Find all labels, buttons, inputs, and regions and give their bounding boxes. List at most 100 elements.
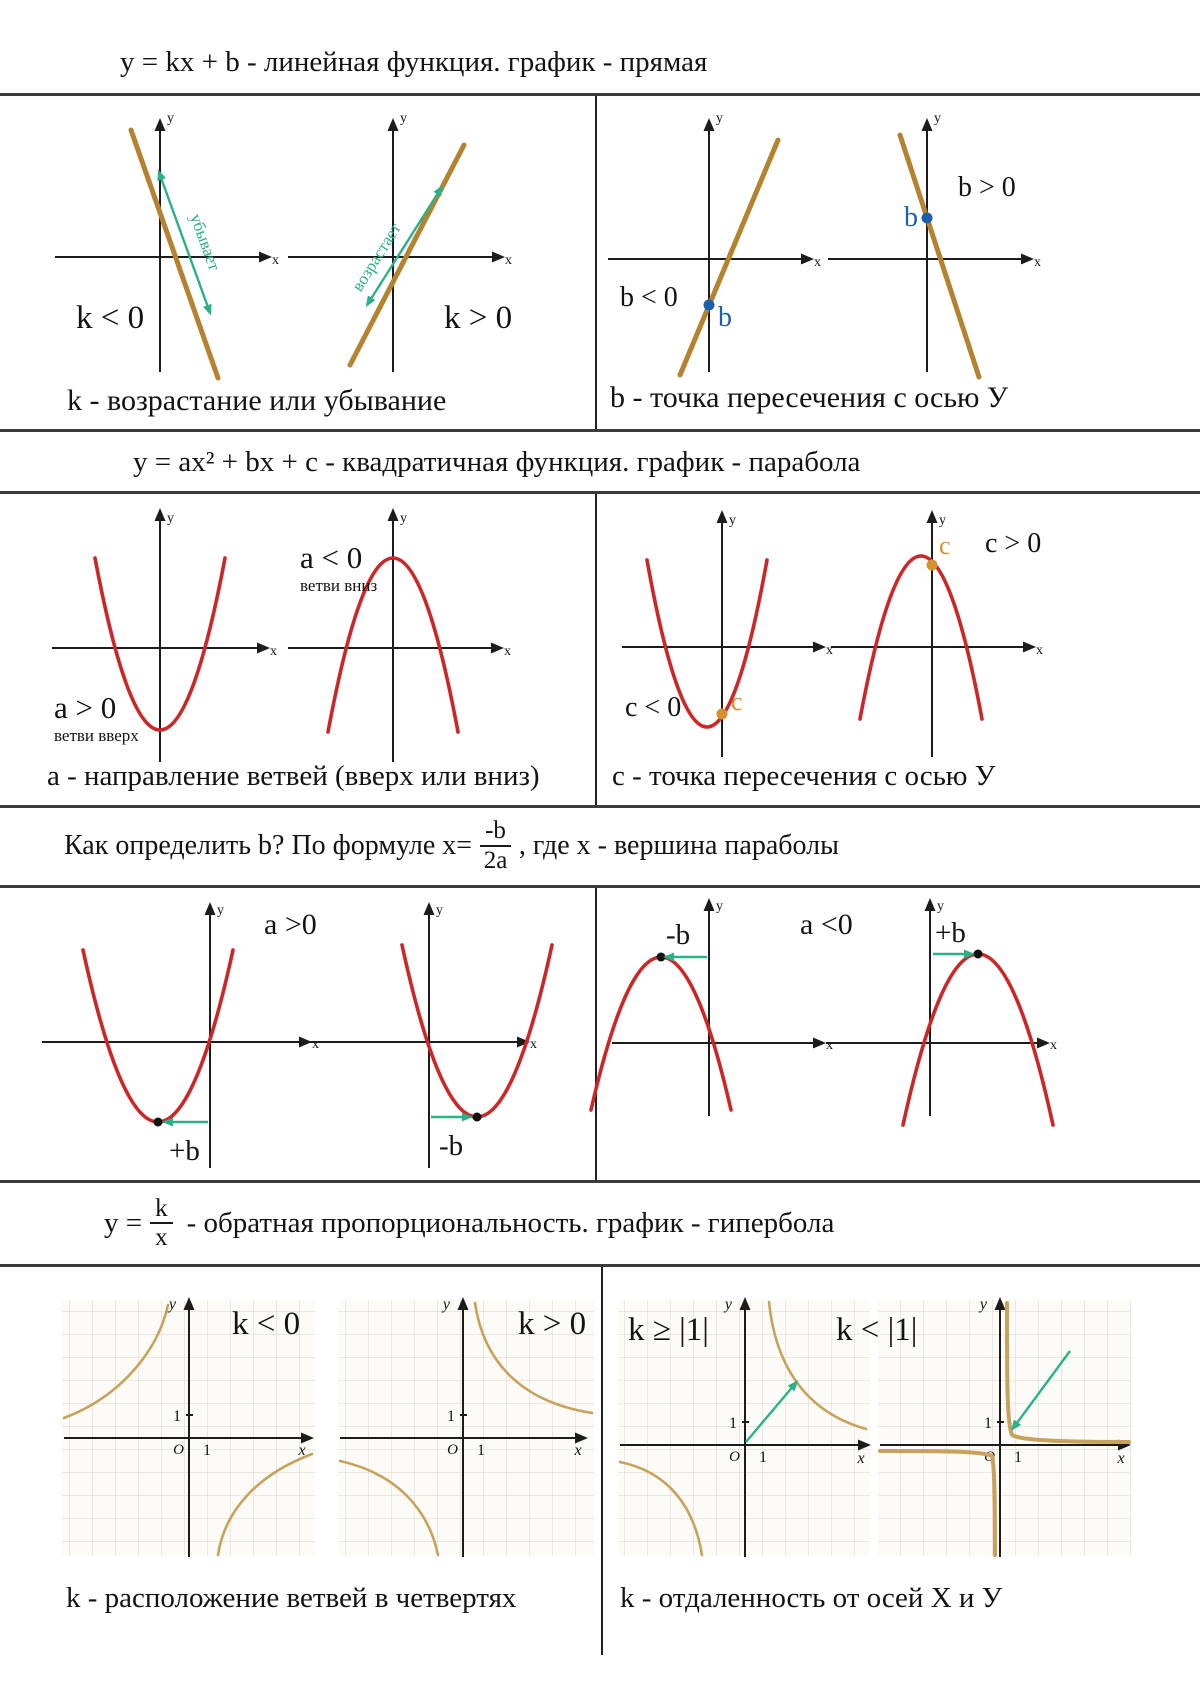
parabola-down: [326, 556, 460, 734]
x-axis-label: x: [504, 644, 511, 659]
x-unit-label: 1: [759, 1449, 767, 1466]
c-negative-label: c < 0: [625, 692, 682, 723]
x-axis-label: x: [297, 1442, 305, 1459]
vertex-point: [153, 1117, 163, 1127]
k-positive-label: k > 0: [444, 300, 513, 336]
hyperbola-branch-q1: [473, 1301, 594, 1415]
divider-h2: [0, 429, 1200, 432]
hyperbola-title-y: y =: [104, 1206, 143, 1239]
graph-hyperbola-k-large: y x 1 O 1: [618, 1296, 871, 1557]
y-axis-label: y: [716, 111, 723, 126]
decreasing-arrow: [157, 169, 212, 316]
c-caption: с - точка пересечения с осью У: [612, 760, 996, 792]
c-positive-label: c > 0: [985, 528, 1042, 559]
x-axis-label: x: [826, 1038, 833, 1053]
x-axis-label: x: [270, 644, 277, 659]
b-caption: b - точка пересечения с осью У: [610, 381, 1009, 414]
b-minus-label: -b: [439, 1130, 463, 1162]
fraction-numerator: -b: [480, 817, 511, 847]
x-axis-label: x: [272, 253, 279, 268]
y-unit-label: 1: [984, 1415, 992, 1432]
y-axis-label: y: [729, 513, 736, 528]
x-axis-label: x: [1050, 1038, 1057, 1053]
vertex-formula-row: Как определить b? По формуле x= -b 2a , …: [64, 806, 839, 885]
line-b-positive: [897, 132, 982, 380]
hyperbola-k-negative-label: k < 0: [232, 1306, 301, 1342]
y-axis-label: y: [167, 511, 174, 526]
divider-h6: [0, 1180, 1200, 1183]
parabola-up: [93, 556, 227, 732]
a-negative-label: a < 0: [300, 540, 363, 575]
a-caption: a - направление ветвей (вверх или вниз): [47, 760, 540, 792]
y-axis-label: y: [436, 903, 443, 918]
graph-vertex-left-of-axis-down: y x -b: [589, 898, 833, 1116]
y-axis-label: y: [723, 1296, 733, 1313]
y-axis-label: y: [167, 1296, 177, 1313]
parabola-direction-panel: y x y x: [52, 508, 511, 762]
y-axis-label: y: [937, 899, 944, 914]
hyperbola-branch-q3-hugging: [878, 1449, 997, 1557]
vertex-point: [656, 952, 666, 962]
vertex-a-positive-panel: y x +b y x -b: [42, 902, 554, 1168]
b-plus-label: +b: [935, 917, 966, 949]
k-caption: k - возрастание или убывание: [67, 384, 447, 417]
hyperbola-branch-q4: [216, 1452, 314, 1557]
hyperbola-quadrants-panel: y x 1 O 1 y x 1 O 1: [62, 1296, 594, 1557]
distance-arrow: [745, 1380, 799, 1443]
y-axis-label: y: [400, 511, 407, 526]
x-unit-label: 1: [477, 1442, 485, 1459]
origin-label: O: [173, 1442, 184, 1458]
vertex-formula-suffix: , где x - вершина параболы: [518, 829, 839, 861]
parabola-intercept-panel: y x c y x c: [622, 510, 1043, 757]
graph-c-positive: y x c: [831, 510, 1043, 757]
graph-vertex-left-of-axis: y x +b: [42, 902, 319, 1168]
hyperbola-k-ge-one-label: k ≥ |1|: [628, 1312, 709, 1348]
origin-label: O: [729, 1449, 740, 1465]
parabola-down: [901, 952, 1055, 1127]
vertex-a-negative-panel: y x -b y x +b: [589, 898, 1057, 1127]
y-axis-label: y: [716, 899, 723, 914]
divider-h4: [0, 805, 1200, 808]
x-unit-label: 1: [203, 1442, 211, 1459]
y-axis-label: y: [934, 111, 941, 126]
c-intercept-point: [926, 559, 938, 571]
hyperbola-branch-q1-hugging: [1005, 1301, 1131, 1444]
graph-vertex-right-of-axis-down: y x +b: [826, 898, 1057, 1127]
x-axis-label: x: [530, 1037, 537, 1052]
hyperbola-quadrants-caption: k - расположение ветвей в четвертях: [66, 1582, 517, 1614]
hyperbola-distance-panel: y x 1 O 1 y x 1 O 1: [618, 1296, 1131, 1557]
graph-b-negative: y x b: [608, 111, 821, 378]
fraction-denominator: 2a: [483, 846, 508, 874]
divider-v4: [601, 1267, 603, 1655]
k-negative-label: k < 0: [76, 300, 145, 336]
graph-hyperbola-k-small: y x 1 O 1: [878, 1296, 1131, 1557]
b-negative-label: b < 0: [620, 282, 678, 313]
distance-arrow: [1011, 1350, 1071, 1432]
y-unit-label: 1: [447, 1408, 455, 1425]
x-axis-label: x: [312, 1037, 319, 1052]
graph-hyperbola-k-negative: y x 1 O 1: [62, 1296, 315, 1557]
x-axis-label: x: [573, 1442, 581, 1459]
linear-slope-panel: y x убывает y x возрастает: [55, 111, 512, 381]
parabola-up: [400, 943, 554, 1119]
hyperbola-k-positive-label: k > 0: [518, 1306, 587, 1342]
parabola-up: [645, 558, 769, 729]
hyperbola-branch-q3: [338, 1459, 440, 1557]
y-axis-label: y: [978, 1296, 988, 1313]
x-axis-label: x: [505, 253, 512, 268]
y-unit-label: 1: [729, 1415, 737, 1432]
y-axis-label: y: [441, 1296, 451, 1313]
divider-h5: [0, 885, 1200, 888]
graph-vertex-right-of-axis: y x -b: [305, 902, 554, 1168]
b-intercept-point: [921, 212, 933, 224]
divider-v2: [595, 494, 597, 805]
fraction-numerator: k: [150, 1195, 173, 1224]
graph-c-negative: y x c: [622, 510, 833, 757]
b-positive-label: b > 0: [958, 172, 1016, 203]
y-axis-label: y: [167, 111, 174, 126]
fraction-denominator: x: [155, 1224, 168, 1251]
graph-a-positive: y x: [52, 508, 277, 762]
vertex-a-positive-label: a >0: [264, 908, 317, 941]
a-positive-block: a > 0 ветви вверх: [54, 690, 139, 746]
